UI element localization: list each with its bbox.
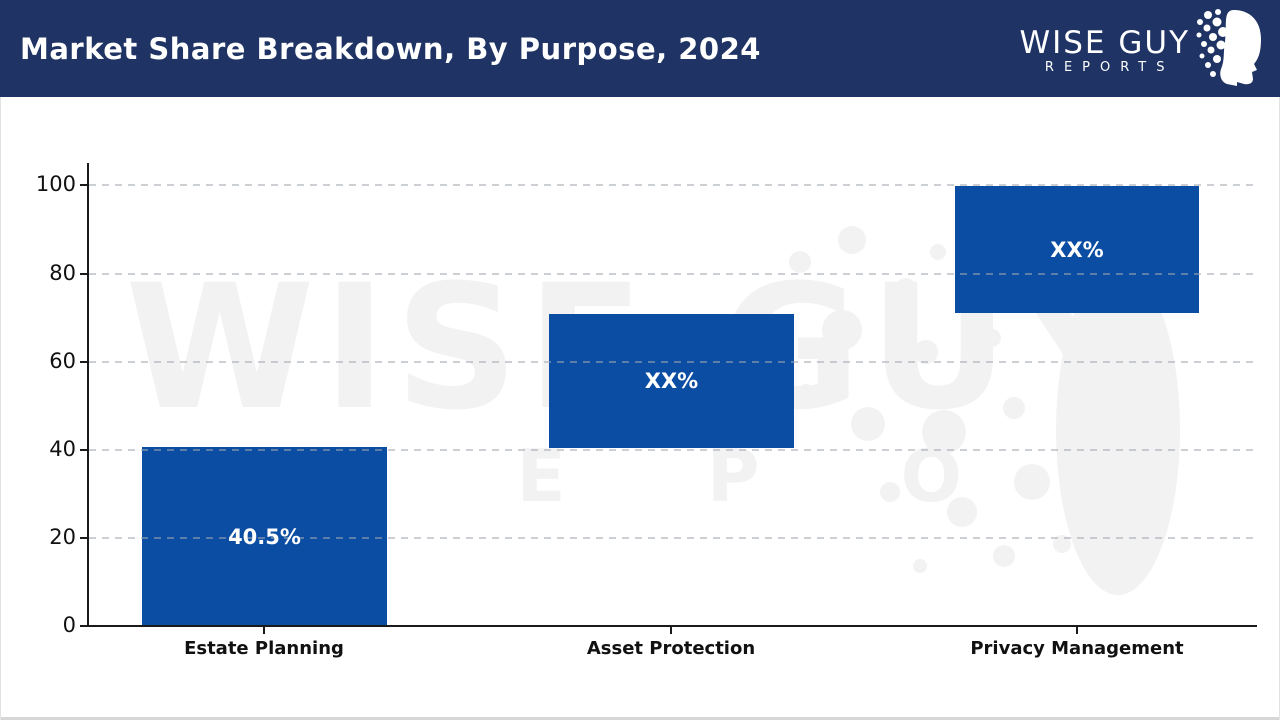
page-bottom-border [0, 717, 1280, 720]
x-axis-spine [87, 625, 1257, 627]
y-tick-label: 100 [35, 172, 76, 196]
gridline-20 [89, 537, 1256, 539]
x-category-label-privacy-management: Privacy Management [970, 638, 1184, 659]
y-axis-spine [87, 163, 89, 627]
x-tick-mark [1076, 627, 1078, 634]
bar-asset-protection: XX% [549, 314, 794, 448]
y-tick-label: 20 [49, 525, 76, 549]
y-tick-mark [80, 625, 87, 627]
y-tick-mark [80, 273, 87, 275]
gridline-40 [89, 449, 1256, 451]
page-title: Market Share Breakdown, By Purpose, 2024 [20, 31, 761, 66]
bar-estate-planning: 40.5% [142, 447, 387, 626]
y-tick-label: 80 [49, 261, 76, 285]
x-category-label-asset-protection: Asset Protection [586, 638, 756, 659]
y-tick-label: 0 [62, 613, 76, 637]
y-tick-mark [80, 361, 87, 363]
wiseguy-logo-face-icon [1194, 8, 1266, 92]
y-tick-mark [80, 184, 87, 186]
wiseguy-logo: WISE GUY REPORTS [1019, 8, 1266, 92]
y-tick-label: 40 [49, 437, 76, 461]
logo-text-wise-guy: WISE GUY [1019, 25, 1190, 62]
gridline-80 [89, 273, 1256, 275]
logo-text-reports: REPORTS [1044, 59, 1175, 75]
bar-value-label: XX% [1050, 237, 1104, 262]
bar-value-label: 40.5% [228, 524, 301, 549]
header-bar: Market Share Breakdown, By Purpose, 2024… [0, 0, 1280, 97]
wiseguy-logo-wordmark: WISE GUY REPORTS [1019, 26, 1190, 73]
x-tick-mark [263, 627, 265, 634]
bar-privacy-management: XX% [955, 186, 1199, 313]
bar-value-label: XX% [644, 369, 699, 393]
x-category-label-estate-planning: Estate Planning [184, 638, 344, 659]
gridline-100 [89, 184, 1256, 186]
y-tick-label: 60 [49, 349, 76, 373]
gridline-60 [89, 361, 1256, 363]
x-tick-mark [670, 627, 672, 634]
y-tick-mark [80, 449, 87, 451]
page-left-border [0, 97, 1, 720]
y-tick-mark [80, 537, 87, 539]
